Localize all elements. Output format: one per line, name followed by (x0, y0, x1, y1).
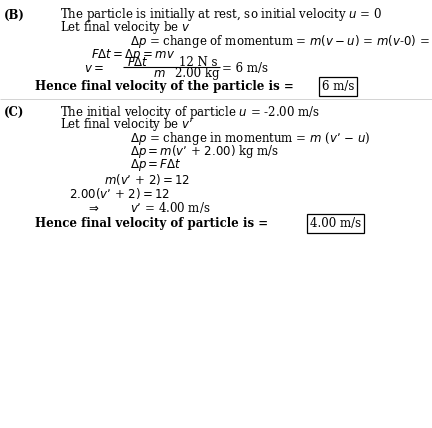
Text: 4.00 m/s: 4.00 m/s (310, 217, 361, 230)
Text: = 6 m/s: = 6 m/s (222, 62, 268, 75)
Text: 6 m/s: 6 m/s (322, 80, 354, 93)
Text: $v =$: $v =$ (84, 62, 104, 75)
Text: The particle is initially at rest, so initial velocity $u$ = 0: The particle is initially at rest, so in… (60, 6, 383, 24)
Text: $\Rightarrow$: $\Rightarrow$ (86, 201, 100, 214)
Text: Hence final velocity of particle is =: Hence final velocity of particle is = (35, 217, 268, 230)
Text: $m(v$’ + $2) = 12$: $m(v$’ + $2) = 12$ (104, 172, 190, 187)
Text: $F\Delta t = \Delta p = mv$: $F\Delta t = \Delta p = mv$ (91, 47, 175, 63)
Text: $2.00(v$’ + $2) = 12$: $2.00(v$’ + $2) = 12$ (69, 185, 170, 201)
Text: 2.00 kg: 2.00 kg (175, 67, 219, 80)
Text: (B): (B) (4, 9, 25, 21)
Text: $\Delta p$ = change in momentum = $m$ ($v$’ − $u$): $\Delta p$ = change in momentum = $m$ ($… (130, 130, 370, 147)
Text: $v$’ = 4.00 m/s: $v$’ = 4.00 m/s (130, 199, 210, 215)
Text: $\Delta p = m(v$’ + $2.00)$ kg m/s: $\Delta p = m(v$’ + $2.00)$ kg m/s (130, 143, 279, 160)
Text: $m$: $m$ (153, 67, 166, 80)
Text: $F\Delta t$: $F\Delta t$ (127, 56, 149, 69)
Text: Let final velocity be $v$’: Let final velocity be $v$’ (60, 116, 194, 134)
Text: $\Delta p = F\Delta t$: $\Delta p = F\Delta t$ (130, 157, 181, 173)
Text: (C): (C) (4, 106, 25, 119)
Text: Hence final velocity of the particle is =: Hence final velocity of the particle is … (35, 80, 293, 93)
Text: Let final velocity be $v$: Let final velocity be $v$ (60, 19, 191, 36)
Text: $\Delta p$ = change of momentum = $m(v - u)$ = $m(v$-$0)$ = $mv$: $\Delta p$ = change of momentum = $m(v -… (130, 33, 432, 50)
Text: 12 N s: 12 N s (179, 56, 218, 69)
Text: The initial velocity of particle $u$ = -2.00 m/s: The initial velocity of particle $u$ = -… (60, 104, 321, 121)
